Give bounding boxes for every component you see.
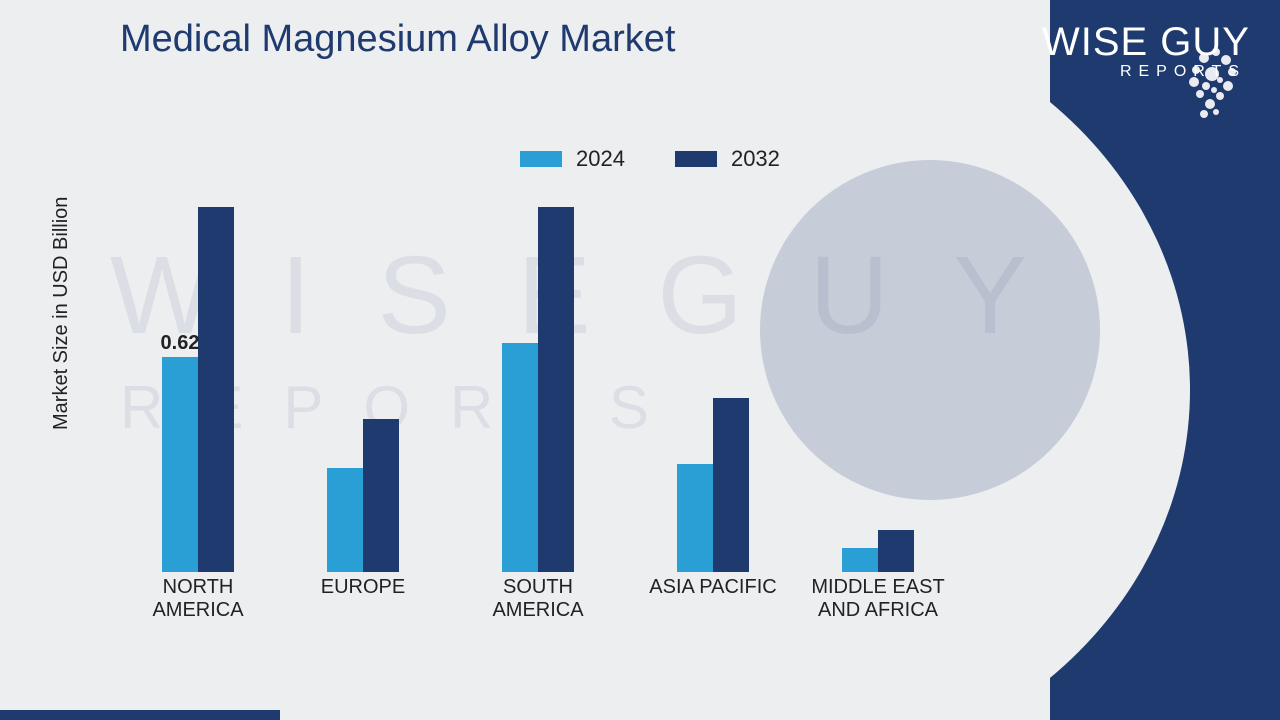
legend-item-2024: 2024: [520, 146, 625, 172]
bottom-accent-bar: [0, 710, 280, 720]
bar-2032: [878, 530, 914, 572]
head-dots-icon: [1176, 38, 1246, 128]
legend-label-2032: 2032: [731, 146, 780, 172]
bar-2024: [327, 468, 363, 572]
bar-2024: [842, 548, 878, 572]
bar-2032: [538, 207, 574, 572]
x-tick-label: MIDDLE EAST AND AFRICA: [808, 576, 948, 622]
legend: 2024 2032: [520, 146, 780, 172]
plot-area: 0.62: [138, 190, 938, 572]
brand-logo: WISE GUY REPORTS: [1042, 22, 1250, 80]
chart-title: Medical Magnesium Alloy Market: [120, 18, 675, 61]
x-tick-label: ASIA PACIFIC: [643, 576, 783, 599]
x-tick-label: SOUTH AMERICA: [468, 576, 608, 622]
x-axis-labels: NORTH AMERICAEUROPESOUTH AMERICAASIA PAC…: [138, 576, 938, 686]
x-tick-label: NORTH AMERICA: [128, 576, 268, 622]
legend-swatch-2024: [520, 151, 562, 167]
bar-2032: [198, 207, 234, 572]
bar-group: [162, 207, 234, 572]
legend-item-2032: 2032: [675, 146, 780, 172]
chart-region: Market Size in USD Billion 2024 2032 0.6…: [60, 150, 940, 690]
bar-2032: [713, 398, 749, 572]
bar-value-label: 0.62: [161, 332, 200, 355]
x-tick-label: EUROPE: [293, 576, 433, 599]
bar-2024: [502, 343, 538, 572]
bar-group: [502, 207, 574, 572]
legend-label-2024: 2024: [576, 146, 625, 172]
bar-group: [677, 398, 749, 572]
y-axis-label: Market Size in USD Billion: [50, 197, 73, 430]
bar-2032: [363, 419, 399, 572]
bar-group: [327, 419, 399, 572]
bar-2024: [677, 464, 713, 572]
bar-group: [842, 530, 914, 572]
bar-2024: [162, 357, 198, 572]
chart-canvas: W I S E G U Y REPORTS Medical Magnesium …: [0, 0, 1280, 720]
legend-swatch-2032: [675, 151, 717, 167]
